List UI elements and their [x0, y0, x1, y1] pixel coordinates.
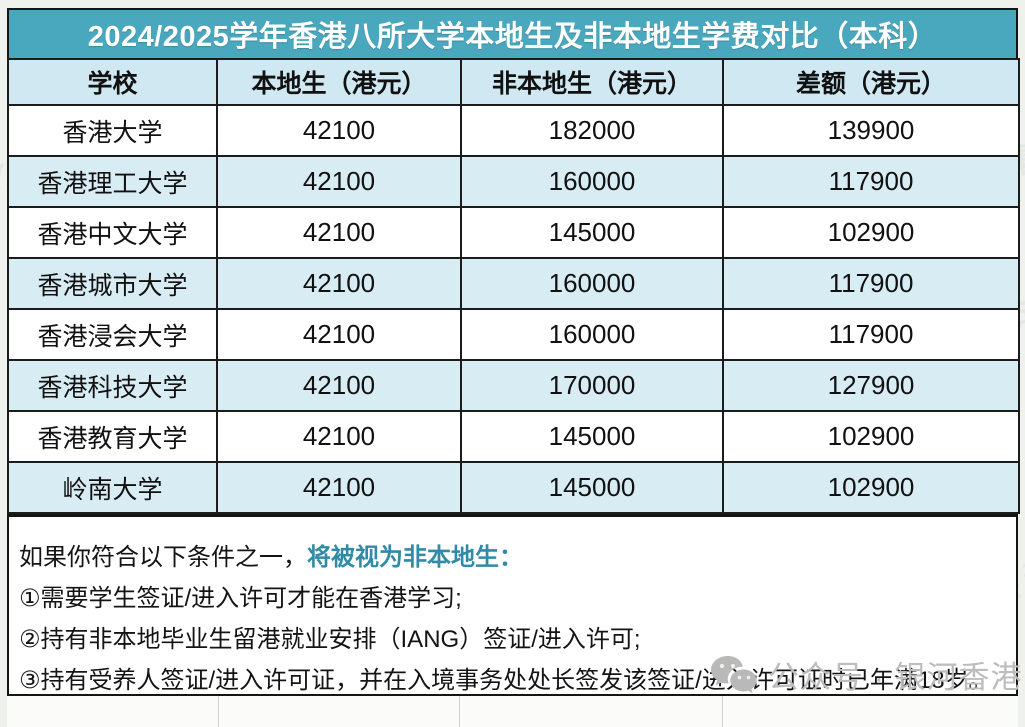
- local-fee-cell: 42100: [216, 461, 462, 514]
- school-cell: 香港科技大学: [7, 359, 218, 412]
- table-row: 香港理工大学 42100 160000 117900: [7, 155, 1020, 208]
- header-row: 学校 本地生（港元） 非本地生（港元） 差额（港元）: [7, 58, 1020, 106]
- notes-intro-highlight: 将被视为非本地生：: [307, 544, 523, 571]
- infographic-page: YINHE 银河集团 YINHE 银河集团 YINHE 银河集团 YINHE 银…: [0, 8, 1025, 727]
- wechat-account-label: 公众号 · 银河香港: [768, 660, 1023, 695]
- nonlocal-fee-cell: 145000: [460, 461, 724, 514]
- note-item-3: ③持有受养人签证/进入许可证，并在入境事务处处长签发该签证/进入许可证时已年满1…: [19, 667, 993, 694]
- school-cell: 香港大学: [7, 104, 218, 157]
- wechat-account-watermark: 公众号 · 银河香港: [710, 652, 1023, 697]
- diff-cell: 127900: [722, 359, 1020, 412]
- notes-intro: 如果你符合以下条件之一，将被视为非本地生：: [19, 537, 1006, 578]
- school-cell: 岭南大学: [7, 461, 218, 514]
- diff-cell: 102900: [722, 410, 1020, 463]
- notes-box: 如果你符合以下条件之一，将被视为非本地生： ①需要学生签证/进入许可才能在香港学…: [7, 514, 1018, 696]
- col-header-local: 本地生（港元）: [216, 58, 462, 106]
- col-header-nonlocal: 非本地生（港元）: [460, 58, 724, 106]
- table-row: 香港城市大学 42100 160000 117900: [7, 257, 1020, 310]
- wechat-icon: [711, 655, 757, 693]
- table-row: 香港教育大学 42100 145000 102900: [7, 410, 1020, 463]
- nonlocal-fee-cell: 145000: [460, 410, 724, 463]
- col-header-school: 学校: [7, 58, 218, 106]
- tuition-comparison-table: 学校 本地生（港元） 非本地生（港元） 差额（港元） 香港大学 42100 18…: [7, 58, 1020, 514]
- school-cell: 香港城市大学: [7, 257, 218, 310]
- school-cell: 香港理工大学: [7, 155, 218, 208]
- nonlocal-fee-cell: 160000: [460, 308, 724, 361]
- local-fee-cell: 42100: [216, 410, 462, 463]
- school-cell: 香港教育大学: [7, 410, 218, 463]
- table-row: 香港浸会大学 42100 160000 117900: [7, 308, 1020, 361]
- nonlocal-fee-cell: 160000: [460, 257, 724, 310]
- school-cell: 香港浸会大学: [7, 308, 218, 361]
- diff-cell: 117900: [722, 155, 1020, 208]
- note-item-1: ①需要学生签证/进入许可才能在香港学习;: [19, 585, 462, 612]
- local-fee-cell: 42100: [216, 155, 462, 208]
- school-cell: 香港中文大学: [7, 206, 218, 259]
- diff-cell: 139900: [722, 104, 1020, 157]
- local-fee-cell: 42100: [216, 359, 462, 412]
- diff-cell: 117900: [722, 257, 1020, 310]
- nonlocal-fee-cell: 145000: [460, 206, 724, 259]
- cropped-table-strip: [7, 696, 1018, 727]
- diff-cell: 102900: [722, 206, 1020, 259]
- local-fee-cell: 42100: [216, 308, 462, 361]
- table-row: 岭南大学 42100 145000 102900: [7, 461, 1020, 514]
- table-row: 香港科技大学 42100 170000 127900: [7, 359, 1020, 412]
- table-row: 香港大学 42100 182000 139900: [7, 104, 1020, 157]
- diff-cell: 117900: [722, 308, 1020, 361]
- col-header-diff: 差额（港元）: [722, 58, 1020, 106]
- diff-cell: 102900: [722, 461, 1020, 514]
- local-fee-cell: 42100: [216, 104, 462, 157]
- table-title-bar: 2024/2025学年香港八所大学本地生及非本地生学费对比（本科）: [7, 8, 1018, 58]
- local-fee-cell: 42100: [216, 257, 462, 310]
- nonlocal-fee-cell: 160000: [460, 155, 724, 208]
- nonlocal-fee-cell: 182000: [460, 104, 724, 157]
- table-sheet: 2024/2025学年香港八所大学本地生及非本地生学费对比（本科） 学校 本地生…: [7, 8, 1020, 727]
- local-fee-cell: 42100: [216, 206, 462, 259]
- notes-intro-plain: 如果你符合以下条件之一，: [19, 544, 307, 571]
- note-item-2: ②持有非本地毕业生留港就业安排（IANG）签证/进入许可;: [19, 626, 641, 653]
- page-title: 2024/2025学年香港八所大学本地生及非本地生学费对比（本科）: [87, 21, 938, 53]
- nonlocal-fee-cell: 170000: [460, 359, 724, 412]
- table-row: 香港中文大学 42100 145000 102900: [7, 206, 1020, 259]
